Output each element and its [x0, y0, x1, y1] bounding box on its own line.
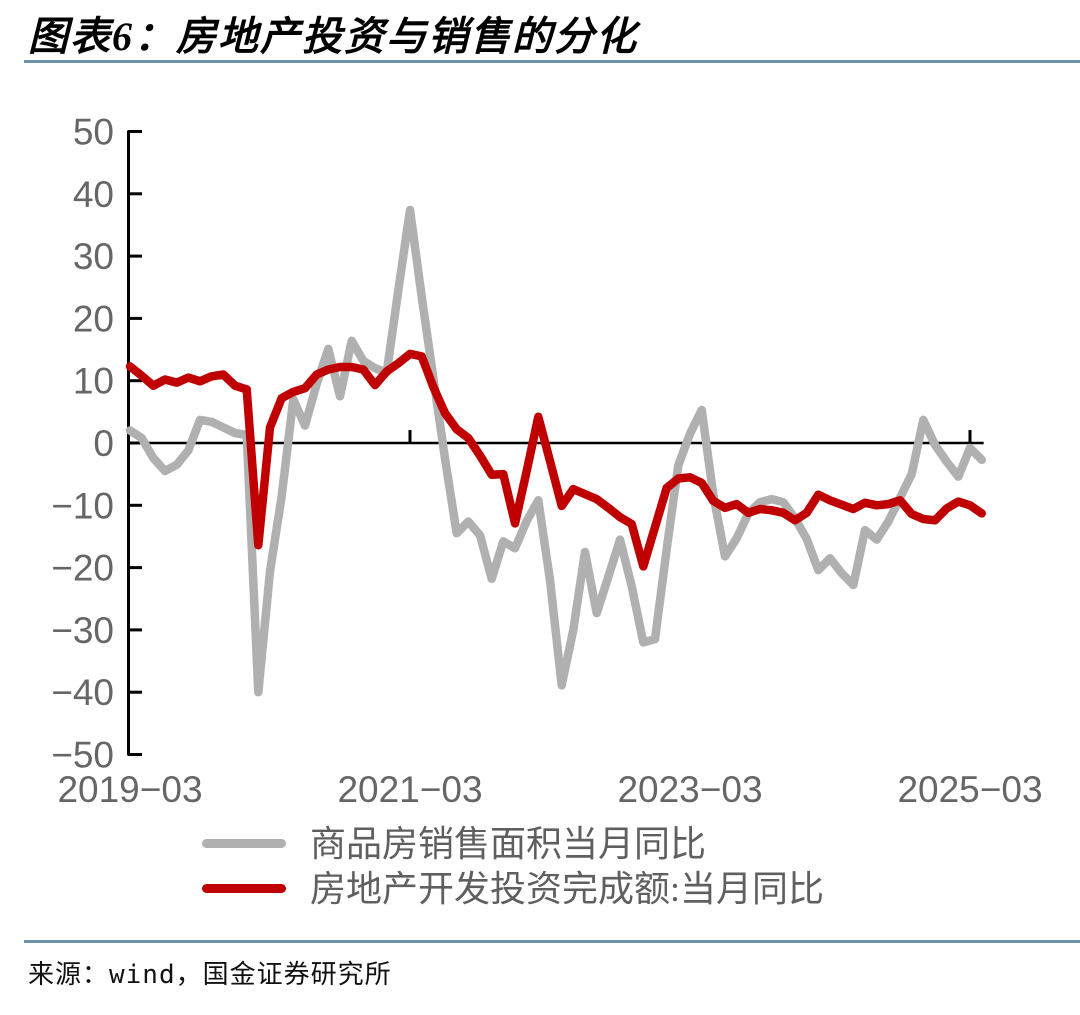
- legend-swatch-investment: [202, 884, 286, 893]
- y-tick-label: −50: [51, 735, 114, 776]
- x-tick-label: 2021−03: [337, 769, 482, 810]
- y-tick-label: −10: [51, 485, 114, 526]
- chart-legend: 商品房销售面积当月同比 房地产开发投资完成额:当月同比: [202, 822, 824, 910]
- x-tick-label: 2019−03: [57, 769, 202, 810]
- y-tick-label: 0: [93, 423, 114, 464]
- x-tick-label: 2025−03: [897, 769, 1042, 810]
- legend-label-investment: 房地产开发投资完成额:当月同比: [310, 868, 825, 909]
- sales-line: [125, 205, 986, 697]
- y-tick-label: 30: [73, 236, 114, 277]
- y-tick-label: 40: [73, 174, 114, 215]
- y-tick-label: −40: [51, 672, 114, 713]
- x-tick-label: 2023−03: [617, 769, 762, 810]
- top-divider: [24, 60, 1080, 63]
- bottom-divider: [24, 940, 1080, 943]
- source-note: 来源：wind，国金证券研究所: [28, 960, 392, 990]
- line-chart: 50 40 30 20 10 0 −10 −20 −30 −40 −50 2019−03 2021−03…: [0, 70, 1080, 815]
- legend-label-sales: 商品房销售面积当月同比: [310, 823, 707, 864]
- y-tick-label: 10: [73, 361, 114, 402]
- figure-title: 图表6：房地产投资与销售的分化: [28, 14, 638, 59]
- legend-swatch-sales: [202, 839, 286, 848]
- legend-item-investment: 房地产开发投资完成额:当月同比: [202, 867, 824, 910]
- investment-line: [125, 349, 986, 571]
- y-tick-label: −30: [51, 610, 114, 651]
- y-tick-label: 50: [73, 112, 114, 153]
- legend-item-sales: 商品房销售面积当月同比: [202, 822, 824, 865]
- y-tick-label: −20: [51, 548, 114, 589]
- y-tick-label: 20: [73, 298, 114, 339]
